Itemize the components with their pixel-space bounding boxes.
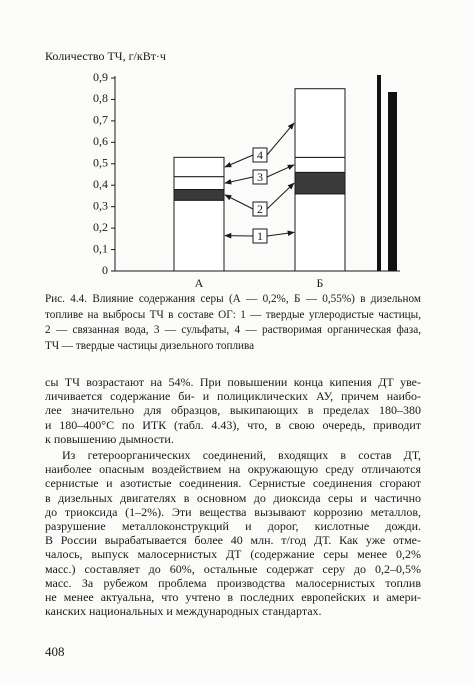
text-line: Рис. 4.4. Влияние содержания серы (А — 0… xyxy=(45,293,421,305)
page-number: 408 xyxy=(45,644,65,659)
text-line: не менее актуальна, что учтено в последн… xyxy=(45,590,421,604)
y-tick-label: 0,9 xyxy=(93,70,108,84)
bar-segment xyxy=(173,156,225,178)
y-tick-label: 0 xyxy=(102,263,108,277)
bar-segment xyxy=(294,193,346,272)
y-tick-label: 0,7 xyxy=(93,113,108,127)
edge-bar xyxy=(377,75,381,271)
legend-label: 4 xyxy=(257,148,263,162)
legend-arrow xyxy=(224,154,254,168)
text-line: Из гетероорганических соединений, входящ… xyxy=(62,448,421,462)
text-line: 2 — связанная вода, 3 — сульфаты, 4 — ра… xyxy=(45,324,421,336)
legend-arrow xyxy=(266,122,295,156)
text-line: в дизельных двигателях в основном до дио… xyxy=(45,490,421,505)
legend-arrow xyxy=(266,230,295,237)
text-line: разрушение металлоконструкций и дорог, к… xyxy=(45,519,421,533)
x-tick-label: А xyxy=(195,276,204,290)
text-line: масс.) составляет до 60%, остальные соде… xyxy=(45,561,421,576)
edge-bar xyxy=(388,92,397,271)
text-line: канских национальных и международных ста… xyxy=(45,604,322,619)
text-line: сы ТЧ возрастают на 54%. При повышении к… xyxy=(45,375,421,389)
bar-segment xyxy=(294,156,346,173)
text-line: личивается содержание би- и полицикличес… xyxy=(45,389,421,404)
y-tick-label: 0,5 xyxy=(93,156,108,170)
y-tick-label: 0,1 xyxy=(93,241,108,255)
legend-arrow xyxy=(266,164,295,178)
y-tick-label: 0,6 xyxy=(93,134,108,148)
legend-arrow xyxy=(224,194,254,210)
bar-segment xyxy=(294,171,346,195)
text-line: сернистые и азотистые соединения. Сернис… xyxy=(45,476,421,491)
y-tick-label: 0,4 xyxy=(93,177,108,191)
bar-segment xyxy=(173,176,225,191)
text-line: ТЧ — твердые частицы дизельного топлива xyxy=(45,339,255,352)
legend-arrow xyxy=(224,176,254,185)
y-tick-label: 0,3 xyxy=(93,198,108,212)
y-tick-label: 0,8 xyxy=(93,91,108,105)
text-line: топливе на выбросы ТЧ в составе ОГ: 1 — … xyxy=(45,308,421,321)
bar-segment xyxy=(294,88,346,158)
text-line: до триоксида (1–2%). Эти вещества вызыва… xyxy=(45,504,421,519)
text-line: масс. За рубежом проблема производства м… xyxy=(45,575,421,590)
text-line: лее значительно для образцов, выкипающих… xyxy=(45,403,421,418)
legend-label: 2 xyxy=(257,202,263,216)
text-line: чалось, выпуск малосернистых ДТ (содержа… xyxy=(45,547,421,562)
legend-label: 3 xyxy=(257,170,263,184)
legend-arrow xyxy=(266,182,295,210)
y-tick-label: 0,2 xyxy=(93,220,108,234)
text-line: к повышению дымности. xyxy=(45,431,174,446)
legend-label: 1 xyxy=(257,229,263,243)
text-line: и 180–400°С по ИТК (табл. 4.43), что, в … xyxy=(45,417,421,432)
x-tick-label: Б xyxy=(317,276,324,290)
text-line: наиболее опасным воздействием на окружаю… xyxy=(45,462,421,477)
text-line: В России вырабатывается более 40 млн. т/… xyxy=(45,533,421,548)
chart: Количество ТЧ, г/кВт·ч 0 0,1 0,2 0,3 0,4 0,5 0… xyxy=(45,49,400,290)
bar-segment xyxy=(173,189,225,201)
bar-segment xyxy=(173,199,225,272)
y-axis-label: Количество ТЧ, г/кВт·ч xyxy=(45,49,166,63)
